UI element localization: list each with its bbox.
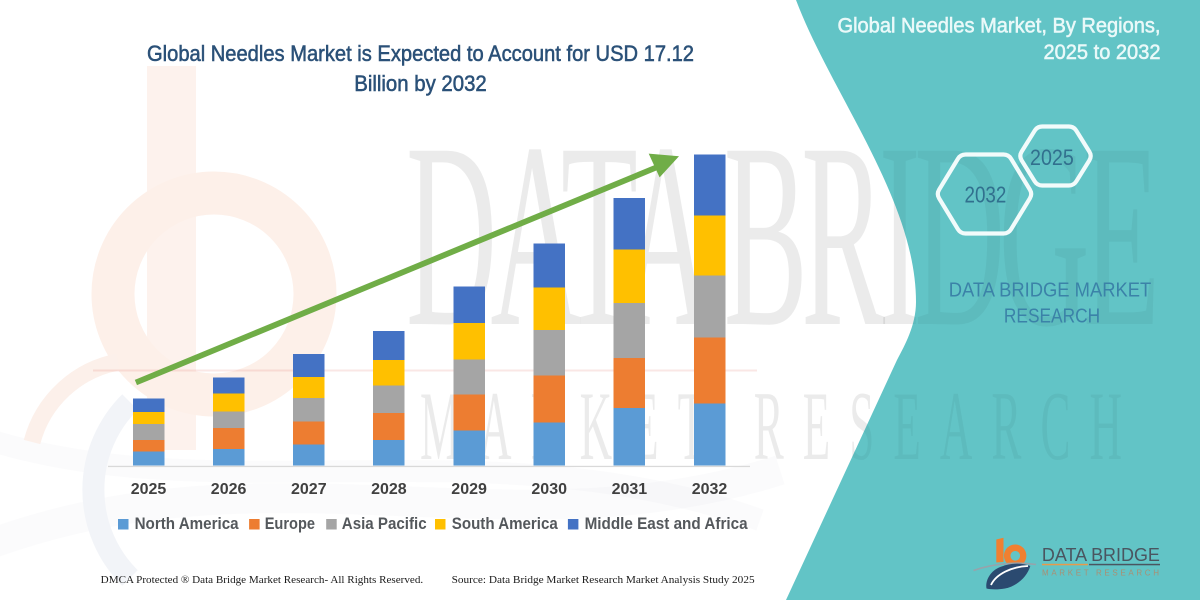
svg-text:2032: 2032 [692, 481, 728, 498]
svg-text:South America: South America [452, 515, 559, 533]
svg-text:Middle East and Africa: Middle East and Africa [585, 515, 749, 533]
svg-text:Billion by 2032: Billion by 2032 [354, 71, 487, 96]
svg-text:2028: 2028 [371, 481, 407, 498]
svg-text:Europe: Europe [265, 515, 315, 533]
svg-text:Global Needles Market is Expec: Global Needles Market is Expected to Acc… [147, 41, 694, 66]
svg-text:DATA BRIDGE: DATA BRIDGE [1042, 545, 1160, 565]
svg-text:RESEARCH: RESEARCH [1004, 305, 1100, 328]
svg-text:MARKET RESEARCH: MARKET RESEARCH [1042, 569, 1159, 578]
svg-text:2030: 2030 [531, 481, 567, 498]
svg-text:2025: 2025 [131, 481, 167, 498]
svg-text:North America: North America [135, 515, 240, 533]
svg-text:Global Needles Market, By Regi: Global Needles Market, By Regions, [838, 15, 1161, 38]
svg-text:2027: 2027 [291, 481, 327, 498]
svg-text:2029: 2029 [451, 481, 487, 498]
svg-text:Source: Data Bridge Market Res: Source: Data Bridge Market Research Mark… [452, 574, 756, 586]
svg-text:Asia Pacific: Asia Pacific [342, 515, 427, 533]
svg-text:2026: 2026 [211, 481, 247, 498]
svg-text:2032: 2032 [965, 182, 1007, 208]
svg-text:2031: 2031 [612, 481, 648, 498]
svg-text:DMCA Protected ® Data Bridge M: DMCA Protected ® Data Bridge Market Rese… [101, 574, 424, 586]
svg-text:2025 to 2032: 2025 to 2032 [1044, 41, 1161, 64]
svg-text:DATA BRIDGE MARKET: DATA BRIDGE MARKET [949, 279, 1152, 302]
svg-text:2025: 2025 [1030, 145, 1074, 170]
